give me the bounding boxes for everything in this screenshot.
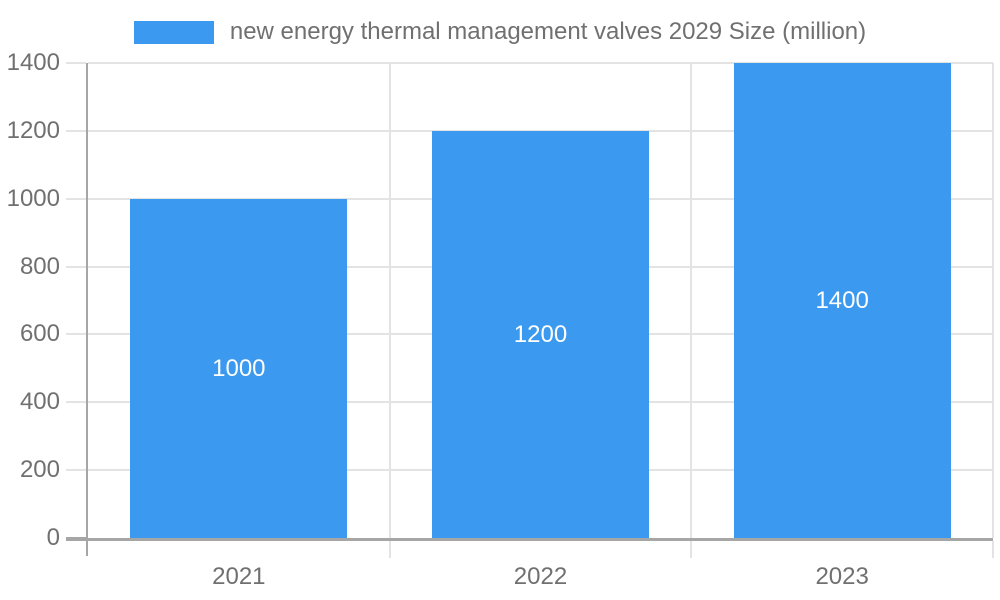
y-axis-line xyxy=(86,63,88,556)
x-tick xyxy=(388,541,391,558)
bar-value-label: 1400 xyxy=(815,286,869,314)
legend-label: new energy thermal management valves 202… xyxy=(229,18,867,45)
y-tick xyxy=(66,333,86,336)
x-gridline xyxy=(388,63,391,538)
y-gridline xyxy=(88,62,993,64)
bar-2023[interactable] xyxy=(734,63,951,538)
y-tick xyxy=(66,197,86,200)
y-axis-label: 600 xyxy=(19,320,60,348)
x-axis-label: 2022 xyxy=(513,563,568,590)
y-axis-label: 1200 xyxy=(6,116,60,144)
y-axis-label: 200 xyxy=(19,456,60,484)
y-tick xyxy=(66,265,86,268)
y-axis-label: 0 xyxy=(46,524,60,551)
x-tick xyxy=(992,541,994,558)
y-axis-label: 400 xyxy=(19,388,60,416)
x-gridline xyxy=(992,63,994,538)
plot-area: 0 200 400 600 800 1000 1200 1400 1000 2021 1200 202… xyxy=(7,49,994,590)
y-axis-label: 1400 xyxy=(6,49,60,76)
y-tick xyxy=(66,469,86,472)
x-tick xyxy=(690,541,693,558)
x-axis-line xyxy=(66,538,993,541)
bar-value-label: 1000 xyxy=(212,354,266,382)
y-axis-label: 1000 xyxy=(6,184,60,212)
y-tick xyxy=(66,62,86,64)
x-axis-label: 2023 xyxy=(815,563,869,590)
bar-value-label: 1200 xyxy=(513,320,568,348)
y-tick xyxy=(66,401,86,404)
x-gridline xyxy=(690,63,693,538)
y-tick xyxy=(66,129,86,132)
y-axis-label: 800 xyxy=(19,252,60,280)
legend-swatch xyxy=(133,20,214,44)
y-gridline xyxy=(88,129,993,132)
bar-2022[interactable] xyxy=(432,131,649,538)
chart-legend[interactable]: new energy thermal management valves 202… xyxy=(0,18,1000,45)
bar-2021[interactable] xyxy=(130,199,347,538)
x-axis-label: 2021 xyxy=(212,563,266,590)
